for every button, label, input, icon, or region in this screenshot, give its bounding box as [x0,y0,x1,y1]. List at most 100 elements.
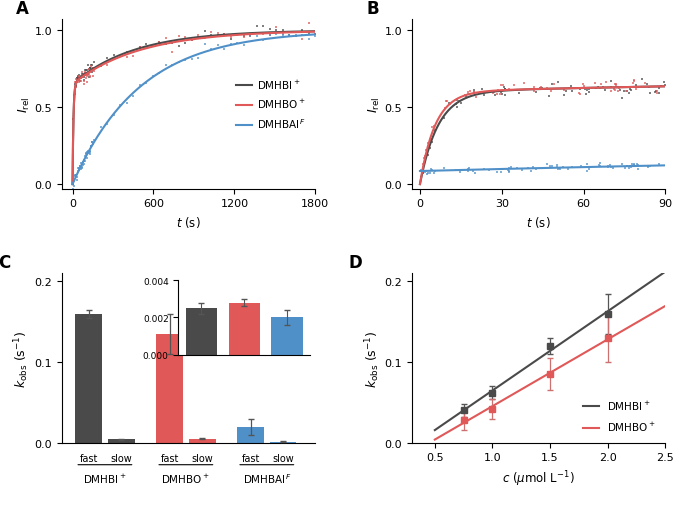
Point [73,74,84,82]
Point [528,163,539,172]
Point [277,32,288,40]
Point [535,84,546,93]
Point [251,23,262,31]
Point [563,165,574,174]
Point [654,161,665,169]
Point [180,40,191,48]
Point [492,91,503,99]
Point [80,71,91,79]
Point [650,88,661,96]
Point [77,74,88,82]
Point [310,31,321,39]
Point [147,43,158,51]
Point [501,87,512,95]
Point [489,89,500,97]
Point [102,62,113,70]
Point [80,71,91,79]
Point [258,31,269,39]
Point [232,31,243,39]
Point [650,89,661,97]
Point [141,80,152,88]
Point [284,32,295,40]
Point [82,148,93,156]
Point [83,70,94,78]
Point [87,73,98,81]
Point [555,166,566,174]
Point [560,88,571,96]
Point [546,81,557,89]
Point [549,80,560,89]
Point [264,32,275,40]
Text: A: A [16,0,29,18]
Point [83,149,94,157]
Point [161,35,172,43]
Point [212,42,223,50]
Point [598,84,608,92]
Point [75,166,86,174]
X-axis label: $c$ ($\mu$mol L$^{-1}$): $c$ ($\mu$mol L$^{-1}$) [502,468,575,488]
Point [423,142,434,150]
Point [606,163,617,171]
Point [128,93,139,101]
Point [575,86,586,94]
Y-axis label: $k_\mathrm{obs}$ (s$^{-1}$): $k_\mathrm{obs}$ (s$^{-1}$) [363,330,381,387]
Point [442,98,453,106]
Point [554,165,565,173]
Point [141,41,152,49]
Point [73,75,84,83]
Point [69,91,80,99]
Point [167,62,178,70]
Point [82,79,93,87]
Point [468,167,479,176]
Point [541,160,552,168]
Point [552,165,563,174]
Point [251,30,262,38]
Point [624,164,635,173]
Point [232,39,243,47]
Point [84,73,95,81]
Point [238,33,249,41]
Point [84,65,95,73]
Point [284,32,295,40]
Point [645,163,656,171]
Point [108,52,119,60]
Bar [237,427,264,443]
Point [611,80,622,89]
Point [225,36,236,44]
Point [115,52,126,61]
Point [75,73,86,81]
Point [642,164,653,172]
Point [78,72,88,80]
Point [290,32,301,40]
Point [423,145,434,153]
Point [425,137,436,145]
Point [81,72,92,80]
Point [102,121,113,129]
Point [161,41,172,49]
Point [75,77,86,86]
Point [180,34,191,42]
Point [71,177,82,185]
Point [631,86,642,94]
Point [78,156,89,164]
Point [73,165,84,173]
Point [76,71,87,79]
Point [264,26,275,34]
Point [67,186,78,194]
Point [86,63,97,71]
Point [84,148,95,156]
Point [74,78,85,86]
Point [87,66,98,74]
Point [438,164,449,173]
Point [425,136,436,144]
Point [640,79,651,88]
Point [617,161,628,169]
Point [594,161,605,169]
Point [417,168,428,177]
Point [583,166,594,174]
Point [465,88,476,96]
Point [69,81,80,89]
Point [77,159,88,167]
Point [454,169,465,177]
Point [462,89,473,97]
